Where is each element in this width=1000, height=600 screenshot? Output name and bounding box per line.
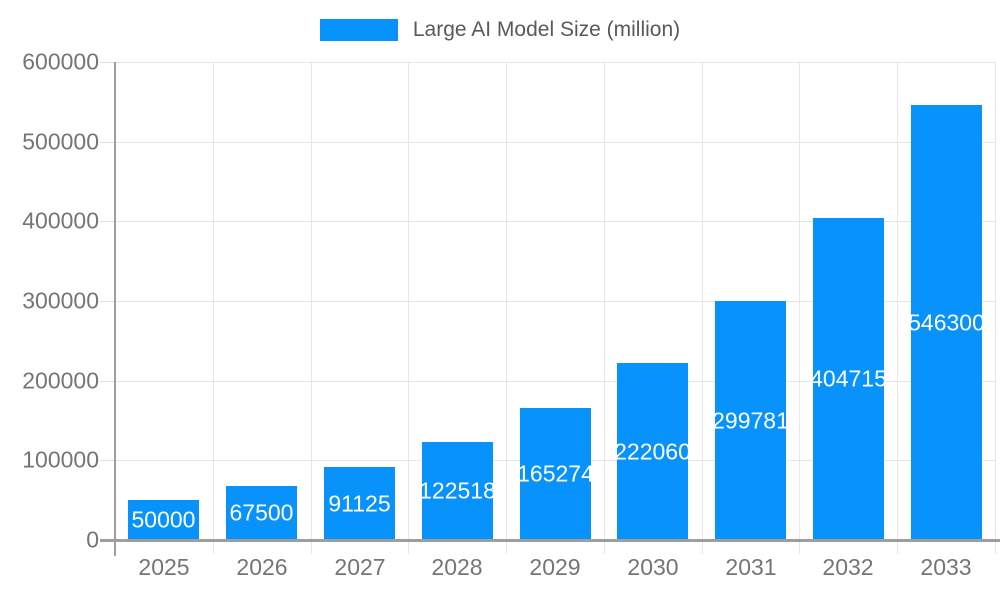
bar-2029[interactable]: 165274 — [517, 408, 594, 540]
v-gridline — [995, 62, 996, 554]
y-axis-tick-label: 300000 — [22, 287, 99, 314]
legend[interactable]: Large AI Model Size (million) — [0, 18, 1000, 42]
y-axis-line — [114, 62, 116, 556]
v-gridline — [702, 62, 703, 554]
y-axis-tick-label: 400000 — [22, 207, 99, 234]
y-tick — [100, 142, 114, 143]
y-axis-tick-label: 0 — [86, 526, 99, 553]
bar-value-label: 546300 — [908, 309, 985, 335]
x-axis-baseline — [100, 539, 1000, 542]
y-tick — [100, 301, 114, 302]
bar-value-label: 299781 — [712, 407, 789, 433]
v-gridline — [897, 62, 898, 554]
bar-2030[interactable]: 222060 — [614, 363, 691, 540]
bar-value-label: 222060 — [614, 438, 691, 464]
h-gridline — [115, 62, 995, 63]
x-axis-tick-label: 2028 — [431, 554, 483, 580]
x-axis-tick-label: 2025 — [138, 554, 190, 580]
y-tick — [100, 221, 114, 222]
v-gridline — [799, 62, 800, 554]
bar-value-label: 67500 — [229, 499, 294, 526]
x-axis-tick-label: 2030 — [627, 554, 679, 580]
legend-label: Large AI Model Size (million) — [412, 18, 681, 41]
y-tick — [100, 381, 114, 382]
bar-value-label: 122518 — [419, 477, 496, 504]
x-axis-tick-label: 2029 — [529, 554, 581, 580]
bar-2028[interactable]: 122518 — [419, 442, 496, 540]
v-gridline — [311, 62, 312, 554]
h-gridline — [115, 301, 995, 302]
bar-2026[interactable]: 67500 — [226, 486, 297, 540]
y-tick — [100, 62, 114, 63]
legend-swatch-icon — [319, 19, 398, 41]
bar-2032[interactable]: 404715 — [810, 218, 887, 540]
h-gridline — [115, 142, 995, 143]
y-axis-tick-label: 100000 — [22, 446, 99, 473]
bar-value-label: 50000 — [131, 506, 196, 533]
y-axis-tick-label: 200000 — [22, 367, 99, 394]
bar-value-label: 165274 — [517, 460, 594, 487]
y-axis-tick-label: 600000 — [22, 48, 99, 75]
y-tick — [100, 460, 114, 461]
x-axis-tick-label: 2026 — [236, 554, 288, 580]
y-axis-tick-label: 500000 — [22, 128, 99, 155]
v-gridline — [408, 62, 409, 554]
h-gridline — [115, 381, 995, 382]
x-axis-tick-label: 2032 — [822, 554, 874, 580]
h-gridline — [115, 221, 995, 222]
bar-2027[interactable]: 91125 — [324, 467, 395, 540]
x-axis-tick-label: 2027 — [334, 554, 386, 580]
bar-2025[interactable]: 50000 — [128, 500, 199, 540]
v-gridline — [213, 62, 214, 554]
x-axis-tick-label: 2031 — [725, 554, 777, 580]
bar-2031[interactable]: 299781 — [712, 301, 789, 540]
x-axis-tick-label: 2033 — [920, 554, 972, 580]
bar-2033[interactable]: 546300 — [908, 105, 985, 540]
bar-value-label: 91125 — [328, 490, 391, 516]
bar-value-label: 404715 — [810, 365, 887, 392]
v-gridline — [506, 62, 507, 554]
v-gridline — [604, 62, 605, 554]
